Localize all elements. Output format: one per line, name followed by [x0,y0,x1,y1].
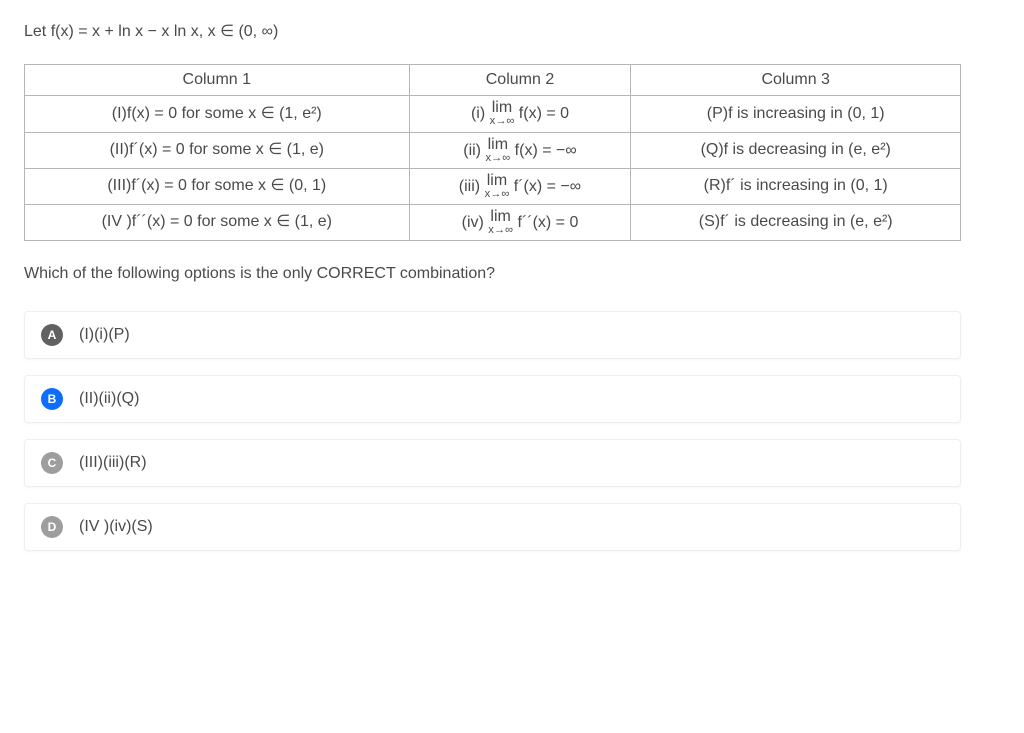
column-match-table: Column 1 Column 2 Column 3 (I)f(x) = 0 f… [24,64,961,241]
cell-c2: (iii) limx→∞ f´(x) = −∞ [409,168,631,204]
option-c[interactable]: C (III)(iii)(R) [24,439,961,487]
question-stem: Let f(x) = x + ln x − x ln x, x ∈ (0, ∞) [24,20,1000,44]
option-badge: C [41,452,63,474]
cell-c2: (ii) limx→∞ f(x) = −∞ [409,132,631,168]
answer-options: A (I)(i)(P) B (II)(ii)(Q) C (III)(iii)(R… [24,311,961,551]
table-row: (II)f´(x) = 0 for some x ∈ (1, e) (ii) l… [25,132,961,168]
col-header-2: Column 2 [409,65,631,96]
question-prompt: Which of the following options is the on… [24,265,1000,283]
option-b[interactable]: B (II)(ii)(Q) [24,375,961,423]
option-a[interactable]: A (I)(i)(P) [24,311,961,359]
option-badge: B [41,388,63,410]
option-text: (II)(ii)(Q) [79,390,139,408]
col-header-3: Column 3 [631,65,961,96]
table-row: (III)f´(x) = 0 for some x ∈ (0, 1) (iii)… [25,168,961,204]
cell-c1: (IV )f´´(x) = 0 for some x ∈ (1, e) [25,205,410,241]
table-row: (IV )f´´(x) = 0 for some x ∈ (1, e) (iv)… [25,205,961,241]
cell-c1: (I)f(x) = 0 for some x ∈ (1, e²) [25,96,410,132]
option-text: (IV )(iv)(S) [79,518,153,536]
cell-c2: (iv) limx→∞ f´´(x) = 0 [409,205,631,241]
option-text: (III)(iii)(R) [79,454,147,472]
option-text: (I)(i)(P) [79,326,130,344]
cell-c3: (P)f is increasing in (0, 1) [631,96,961,132]
col-header-1: Column 1 [25,65,410,96]
table-row: (I)f(x) = 0 for some x ∈ (1, e²) (i) lim… [25,96,961,132]
cell-c1: (II)f´(x) = 0 for some x ∈ (1, e) [25,132,410,168]
option-badge: D [41,516,63,538]
option-d[interactable]: D (IV )(iv)(S) [24,503,961,551]
cell-c3: (S)f´ is decreasing in (e, e²) [631,205,961,241]
cell-c3: (R)f´ is increasing in (0, 1) [631,168,961,204]
cell-c2: (i) limx→∞ f(x) = 0 [409,96,631,132]
cell-c3: (Q)f is decreasing in (e, e²) [631,132,961,168]
option-badge: A [41,324,63,346]
cell-c1: (III)f´(x) = 0 for some x ∈ (0, 1) [25,168,410,204]
